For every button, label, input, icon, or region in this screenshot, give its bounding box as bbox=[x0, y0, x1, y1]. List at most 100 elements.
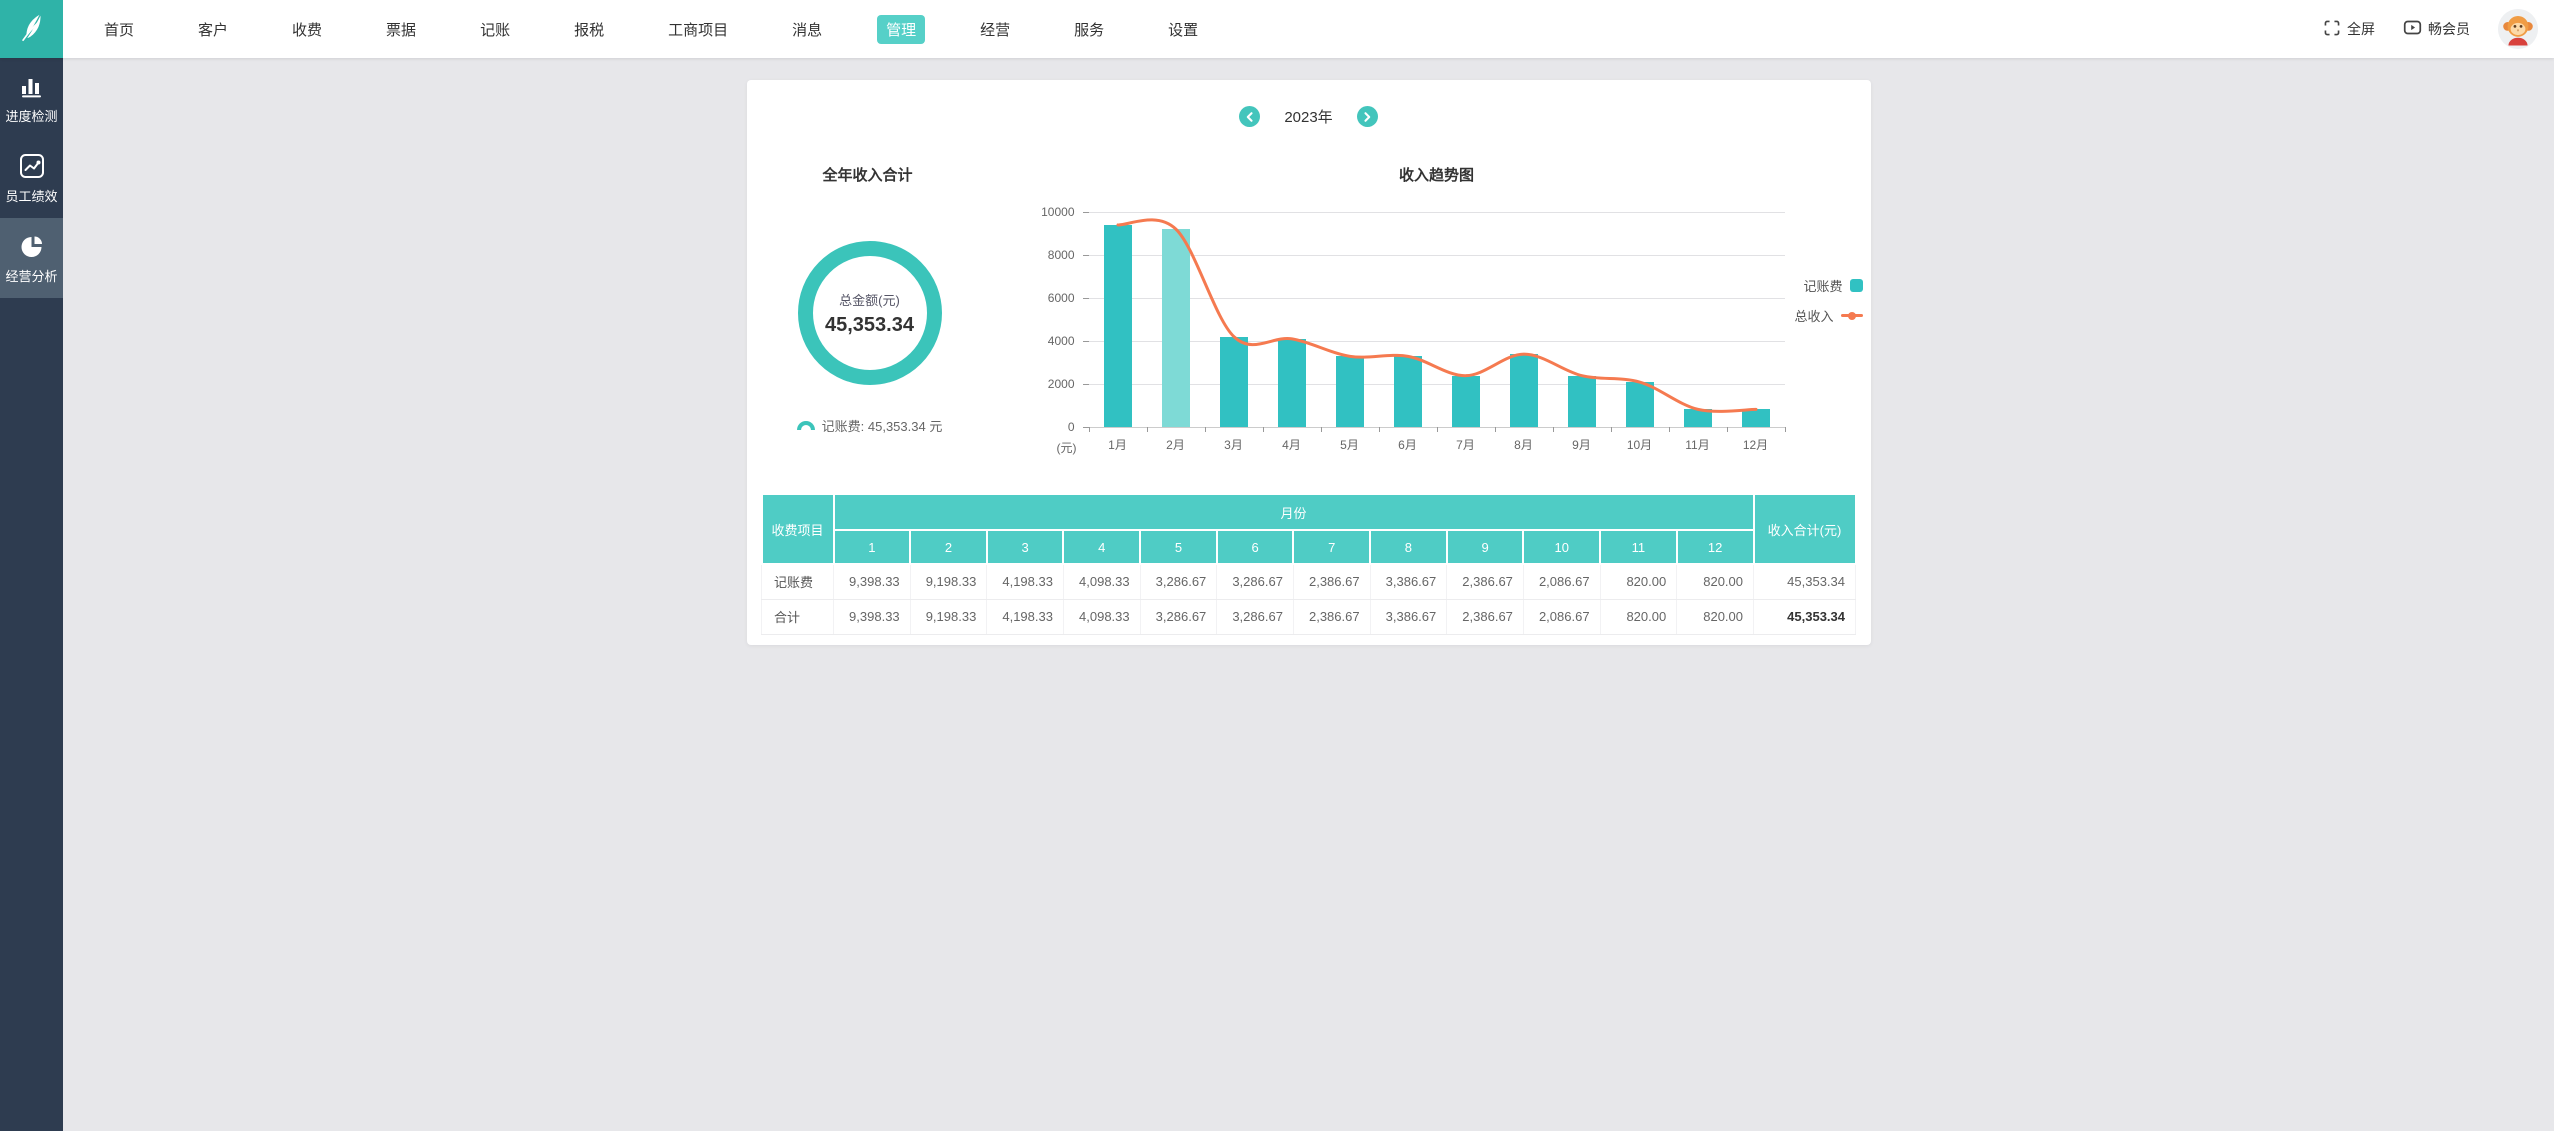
sidebar-item-label: 进度检测 bbox=[5, 109, 58, 124]
nav-right-tools: 全屏 畅会员 bbox=[2323, 9, 2554, 49]
x-tick-mark bbox=[1610, 427, 1612, 432]
bar-11月 bbox=[1683, 409, 1712, 427]
x-tick-mark bbox=[1378, 427, 1380, 432]
y-tick-label: 2000 bbox=[1047, 377, 1075, 391]
bar-10月 bbox=[1625, 382, 1654, 427]
sidebar-item-2[interactable]: 经营分析 bbox=[0, 218, 63, 298]
bar-1月 bbox=[1103, 224, 1132, 427]
table-header-month-10: 10 bbox=[1522, 529, 1602, 565]
gridline bbox=[1088, 341, 1785, 342]
table-cell-value: 2,386.67 bbox=[1293, 599, 1371, 635]
legend-item-line[interactable]: 总收入 bbox=[1793, 306, 1863, 325]
table-cell-value: 3,286.67 bbox=[1140, 599, 1218, 635]
table-header-month-8: 8 bbox=[1369, 529, 1448, 565]
feather-logo-icon bbox=[15, 10, 49, 49]
y-tick-label: 0 bbox=[1067, 420, 1075, 434]
table-cell-value: 9,198.33 bbox=[910, 599, 988, 635]
table-header-total: 收入合计(元) bbox=[1752, 493, 1857, 565]
bar-8月 bbox=[1509, 354, 1538, 427]
bar-3月 bbox=[1219, 336, 1248, 427]
nav-item-8[interactable]: 管理 bbox=[877, 14, 926, 44]
user-avatar[interactable] bbox=[2498, 9, 2538, 49]
total-income-line bbox=[1116, 218, 1757, 413]
bar-6月 bbox=[1393, 356, 1422, 427]
bar-5月 bbox=[1335, 356, 1364, 427]
donut-legend[interactable]: 记账费: 45,353.34 元 bbox=[747, 416, 993, 435]
trend-chart-legend: 记账费总收入 bbox=[1793, 276, 1863, 325]
annual-income-title: 全年收入合计 bbox=[822, 167, 913, 184]
x-axis-label: 3月 bbox=[1224, 438, 1243, 452]
app-logo[interactable] bbox=[0, 0, 63, 58]
table-cell-value: 820.00 bbox=[1600, 599, 1678, 635]
nav-item-6[interactable]: 工商项目 bbox=[668, 21, 729, 39]
y-tick-mark bbox=[1082, 298, 1089, 299]
year-selector: 2023年 bbox=[747, 106, 1871, 127]
nav-item-1[interactable]: 客户 bbox=[198, 21, 229, 39]
monkey-avatar-image bbox=[2498, 9, 2538, 49]
annual-income-donut: 总金额(元) 45,353.34 bbox=[797, 241, 942, 385]
table-header-month-2: 2 bbox=[909, 529, 988, 565]
table-header-month-5: 5 bbox=[1139, 529, 1218, 565]
x-tick-mark bbox=[1146, 427, 1148, 432]
nav-item-4[interactable]: 记账 bbox=[480, 21, 511, 39]
pie-chart-icon bbox=[19, 233, 45, 259]
x-axis-label: 11月 bbox=[1685, 438, 1710, 452]
x-axis-label: 4月 bbox=[1282, 438, 1301, 452]
nav-item-3[interactable]: 票据 bbox=[386, 21, 417, 39]
donut-legend-label: 记账费: 45,353.34 元 bbox=[821, 419, 943, 434]
nav-item-2[interactable]: 收费 bbox=[292, 21, 323, 39]
table-header-month-1: 1 bbox=[832, 529, 912, 565]
y-tick-mark bbox=[1082, 255, 1089, 256]
pie-legend-marker-icon bbox=[796, 421, 815, 430]
table-header-item: 收费项目 bbox=[760, 493, 835, 565]
table-header-month-11: 11 bbox=[1599, 529, 1678, 565]
fullscreen-icon bbox=[2323, 19, 2341, 40]
table-cell-value: 3,286.67 bbox=[1216, 599, 1294, 635]
member-button[interactable]: 畅会员 bbox=[2403, 18, 2470, 40]
bar-9月 bbox=[1567, 375, 1596, 427]
table-cell-value: 2,386.67 bbox=[1293, 564, 1371, 600]
nav-item-5[interactable]: 报税 bbox=[574, 21, 605, 39]
y-tick-label: 6000 bbox=[1047, 291, 1075, 305]
table-row-label: 合计 bbox=[761, 599, 834, 635]
sidebar-item-1[interactable]: 员工绩效 bbox=[0, 138, 63, 218]
y-tick-label: 8000 bbox=[1047, 248, 1075, 262]
table-header-month-4: 4 bbox=[1062, 529, 1142, 565]
table-header-month-7: 7 bbox=[1292, 529, 1372, 565]
table-cell-value: 820.00 bbox=[1676, 564, 1754, 600]
x-tick-mark bbox=[1552, 427, 1554, 432]
x-axis-label: 12月 bbox=[1742, 438, 1769, 452]
table-cell-value: 9,398.33 bbox=[833, 599, 911, 635]
bar-12月 bbox=[1741, 409, 1770, 427]
y-tick-label: 10000 bbox=[1041, 205, 1075, 219]
nav-item-11[interactable]: 设置 bbox=[1168, 21, 1199, 39]
left-sidebar: 进度检测员工绩效经营分析 bbox=[0, 58, 63, 1131]
prev-year-button[interactable] bbox=[1239, 106, 1261, 127]
nav-menu: 首页 客户 收费 票据 记账 报税 工商项目 消息 管理 经营 服务 设置 bbox=[95, 14, 1207, 44]
table-row-label: 记账费 bbox=[761, 564, 834, 600]
table-cell-value: 4,098.33 bbox=[1063, 564, 1141, 600]
table-cell-total: 45,353.34 bbox=[1753, 599, 1856, 635]
sidebar-item-label: 经营分析 bbox=[5, 269, 58, 284]
nav-item-0[interactable]: 首页 bbox=[104, 21, 135, 39]
table-header-month-group: 月份 bbox=[832, 493, 1755, 531]
income-trend-chart: (元) 0 2000 4000 6000 8000 10000 1月 2月 3月 4月 5月 6月 7月… bbox=[1041, 205, 1786, 455]
table-cell-value: 3,386.67 bbox=[1370, 564, 1448, 600]
nav-item-9[interactable]: 经营 bbox=[980, 21, 1011, 39]
line-chart-icon bbox=[19, 153, 45, 179]
main-content: 2023年 全年收入合计 收入趋势图 总金额(元) 45,353.34 记账费:… bbox=[63, 58, 2554, 1131]
legend-item-bar[interactable]: 记账费 bbox=[1793, 276, 1863, 295]
table-cell-value: 820.00 bbox=[1676, 599, 1754, 635]
nav-item-10[interactable]: 服务 bbox=[1074, 21, 1105, 39]
sidebar-item-0[interactable]: 进度检测 bbox=[0, 58, 63, 138]
nav-item-7[interactable]: 消息 bbox=[792, 21, 823, 39]
table-header-month-9: 9 bbox=[1445, 529, 1525, 565]
fullscreen-button[interactable]: 全屏 bbox=[2323, 19, 2375, 40]
sidebar-item-label: 员工绩效 bbox=[5, 189, 58, 204]
legend-label: 记账费 bbox=[1803, 279, 1843, 294]
next-year-button[interactable] bbox=[1356, 106, 1378, 127]
table-cell-value: 3,286.67 bbox=[1140, 564, 1218, 600]
chevron-right-icon bbox=[1364, 111, 1371, 122]
top-navbar: 首页 客户 收费 票据 记账 报税 工商项目 消息 管理 经营 服务 设置 全屏 畅会员 bbox=[0, 0, 2554, 58]
bar-2月 bbox=[1161, 229, 1190, 427]
